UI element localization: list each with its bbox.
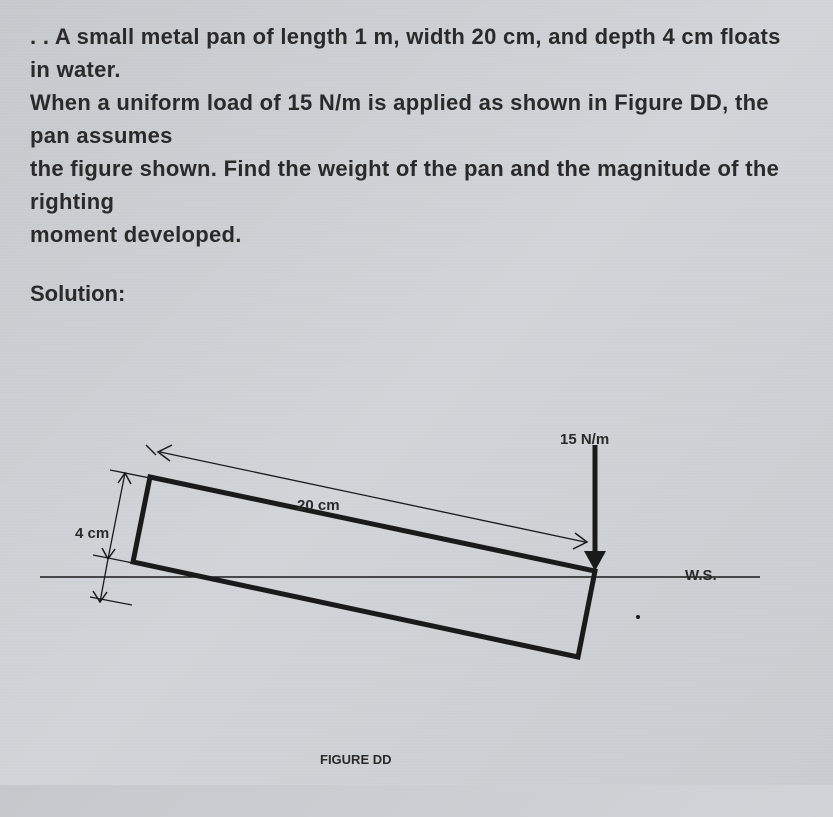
depth-dim-line: [108, 473, 125, 559]
problem-line-3: the figure shown. Find the weight of the…: [30, 156, 779, 214]
problem-statement: . . A small metal pan of length 1 m, wid…: [30, 20, 803, 251]
figure-caption: FIGURE DD: [320, 752, 392, 767]
depth-ext-below: [90, 597, 132, 605]
depth-label: 4 cm: [75, 525, 109, 542]
width-dim-line: [160, 452, 585, 542]
solution-heading: Solution:: [30, 281, 803, 307]
width-dim-tick: [146, 445, 156, 455]
load-label: 15 N/m: [560, 431, 609, 448]
problem-line-2: When a uniform load of 15 N/m is applied…: [30, 90, 769, 148]
marker-dot: [636, 615, 640, 619]
pan-outline: [133, 477, 595, 657]
width-label: 20 cm: [297, 497, 340, 514]
problem-line-4: moment developed.: [30, 222, 242, 247]
water-surface-label: W.S.: [685, 567, 717, 584]
problem-line-1: . . A small metal pan of length 1 m, wid…: [30, 24, 781, 82]
figure-dd: 4 cm 20 cm 15 N/m W.S. FIGURE DD: [30, 347, 790, 797]
diagram-svg: [30, 347, 790, 797]
